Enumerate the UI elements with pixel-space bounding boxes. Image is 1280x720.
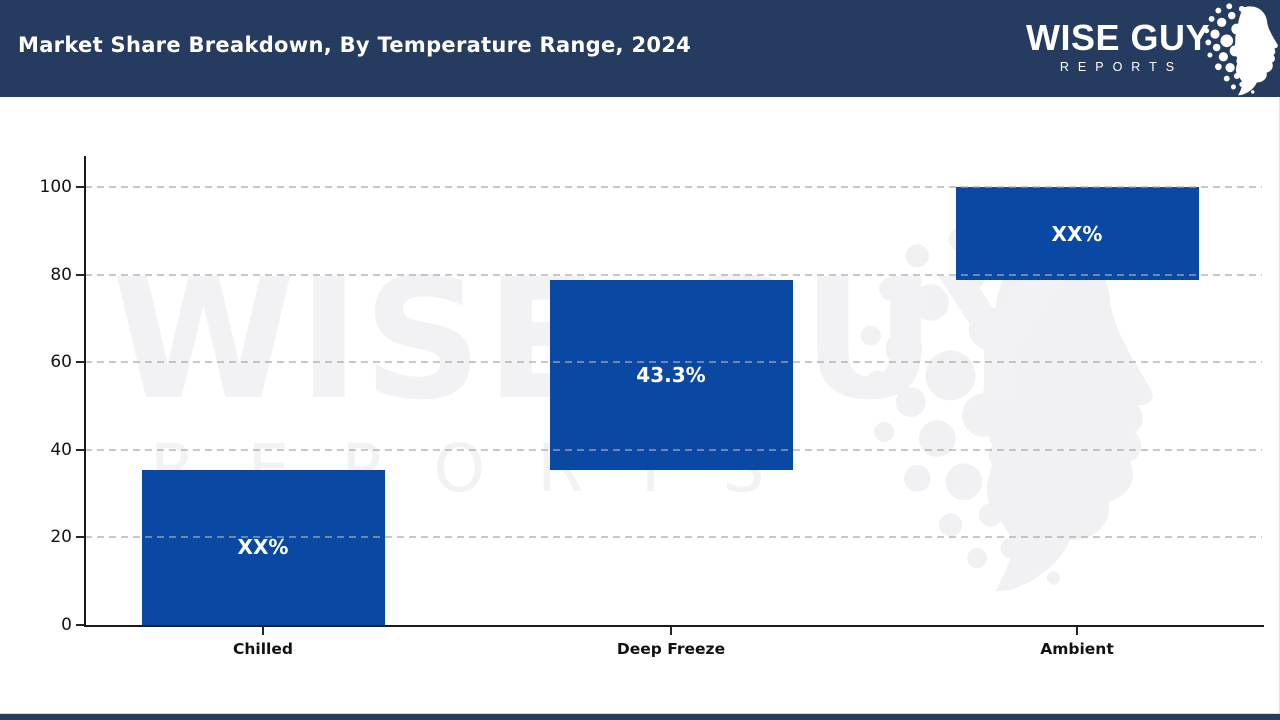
x-tick-deep-freeze	[670, 627, 672, 635]
y-tick-label-40: 40	[50, 439, 72, 460]
y-tick-40	[76, 448, 85, 451]
footer-divider	[0, 713, 1280, 714]
logo-face-icon	[1204, 3, 1278, 96]
y-tick-60	[76, 361, 85, 364]
header-band: Market Share Breakdown, By Temperature R…	[0, 0, 1280, 97]
bar-value-label: XX%	[237, 535, 289, 560]
y-tick-label-60: 60	[50, 352, 72, 373]
y-tick-label-20: 20	[50, 527, 72, 548]
y-tick-0	[76, 624, 85, 626]
y-tick-label-80: 80	[50, 264, 72, 285]
category-label-chilled: Chilled	[233, 640, 293, 658]
gridline-100	[85, 186, 1262, 188]
y-axis-line	[84, 156, 86, 627]
y-tick-20	[76, 536, 85, 539]
category-label-deep-freeze: Deep Freeze	[616, 640, 726, 658]
gridline-60	[85, 361, 1262, 364]
y-tick-80	[76, 273, 85, 276]
gridline-80	[85, 273, 1262, 276]
bar-deep-freeze: 43.3%	[549, 280, 793, 470]
footer-bar	[0, 714, 1280, 720]
bar-value-label: 43.3%	[636, 363, 706, 388]
y-tick-label-0: 0	[61, 615, 72, 635]
brand-logo-text: WISE GUY REPORTS	[1025, 17, 1210, 75]
bar-ambient: XX%	[955, 187, 1199, 281]
chart-title: Market Share Breakdown, By Temperature R…	[18, 33, 692, 57]
bar-value-label: XX%	[1051, 221, 1103, 246]
logo-subtitle: REPORTS	[1059, 60, 1184, 74]
x-tick-chilled	[262, 627, 264, 635]
y-tick-100	[76, 186, 85, 188]
brand-logo: WISE GUY REPORTS	[1020, 0, 1280, 97]
logo-wordmark: WISE GUY	[1025, 17, 1210, 58]
category-label-ambient: Ambient	[1040, 640, 1114, 658]
gridline-20	[85, 536, 1262, 539]
bar-chilled: XX%	[141, 469, 385, 625]
y-tick-label-100: 100	[39, 177, 72, 197]
x-axis-line	[84, 625, 1264, 627]
gridline-40	[85, 448, 1262, 451]
x-tick-ambient	[1076, 627, 1078, 635]
